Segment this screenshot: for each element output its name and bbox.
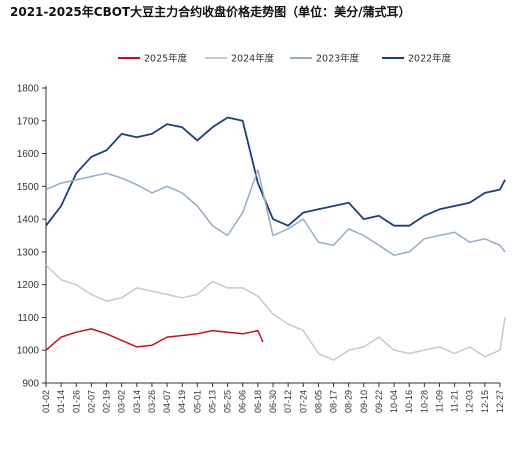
x-tick-label: 12-15 [480,390,490,413]
series-line-3 [45,169,506,256]
x-tick-label: 03-26 [147,390,157,413]
x-tick-label: 11-09 [434,390,444,412]
x-tick-label: 09-10 [359,390,369,413]
x-tick-label: 08-29 [344,390,354,413]
x-tick-label: 05-01 [192,390,202,413]
legend-label-4: 2022年度 [408,53,452,65]
y-tick-label: 1100 [17,313,39,324]
x-tick-label: 10-04 [389,390,399,413]
legend-label-3: 2023年度 [316,53,360,65]
y-tick-label: 1700 [17,116,40,127]
x-tick-label: 05-25 [223,390,233,413]
x-tick-label: 12-03 [465,390,475,413]
series-line-1 [45,328,264,351]
x-tick-label: 09-22 [374,390,384,413]
series-line-2 [45,264,506,361]
x-tick-label: 07-12 [283,390,293,413]
legend-label-2: 2024年度 [231,53,275,65]
x-tick-label: 08-17 [329,390,339,413]
chart-title: 2021-2025年CBOT大豆主力合约收盘价格走势图（单位：美分/蒲式耳） [10,5,411,19]
x-tick-label: 02-19 [102,390,112,413]
y-tick-label: 1400 [17,215,40,226]
x-tick-label: 06-06 [238,390,248,413]
y-tick-label: 900 [22,379,39,390]
y-tick-label: 1600 [17,149,40,160]
y-tick-label: 1200 [17,280,40,291]
y-tick-label: 1300 [17,247,40,258]
x-tick-label: 01-02 [41,390,51,413]
y-tick-label: 1800 [17,84,40,95]
x-tick-label: 10-16 [404,390,414,413]
x-tick-label: 05-13 [207,390,217,413]
x-tick-label: 06-18 [253,390,263,413]
x-tick-label: 06-30 [268,390,278,413]
x-tick-label: 07-24 [298,390,308,413]
series-line-4 [45,116,506,227]
x-tick-label: 10-28 [419,390,429,413]
x-tick-label: 02-07 [86,390,96,413]
y-tick-label: 1000 [17,346,40,357]
title-block: 2021-2025年CBOT大豆主力合约收盘价格走势图（单位：美分/蒲式耳） [10,4,515,21]
x-tick-label: 01-26 [71,390,81,413]
x-tick-label: 11-21 [450,390,460,412]
x-tick-label: 01-14 [56,390,66,413]
legend-label-1: 2025年度 [144,53,188,65]
y-tick-label: 1500 [17,182,40,193]
x-tick-label: 04-07 [162,390,172,413]
x-tick-label: 12-27 [495,390,505,413]
x-tick-label: 03-14 [132,390,142,413]
x-tick-label: 04-19 [177,390,187,413]
x-tick-label: 08-05 [313,390,323,413]
x-tick-label: 03-02 [117,390,127,413]
